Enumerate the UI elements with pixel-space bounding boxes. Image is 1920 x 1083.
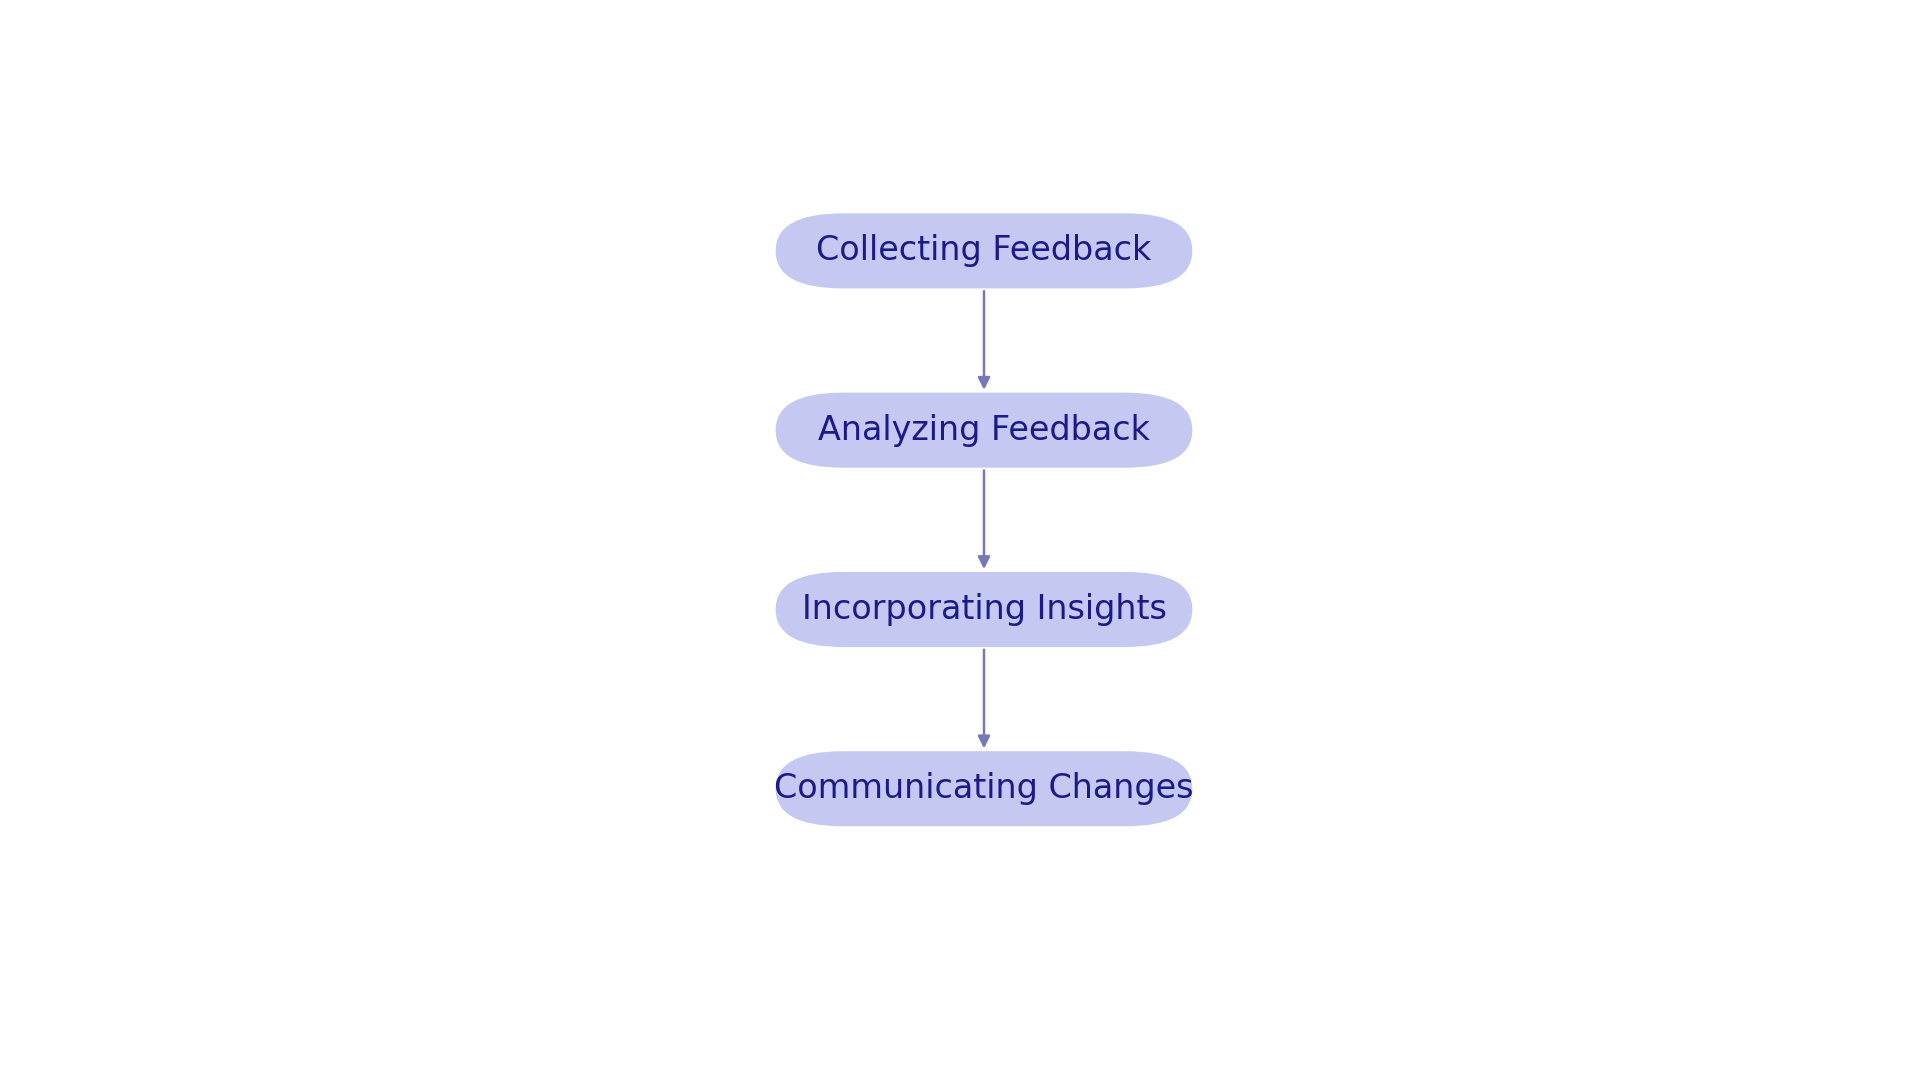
FancyBboxPatch shape — [776, 752, 1192, 826]
FancyBboxPatch shape — [776, 213, 1192, 288]
Text: Analyzing Feedback: Analyzing Feedback — [818, 414, 1150, 446]
Text: Communicating Changes: Communicating Changes — [774, 772, 1194, 806]
FancyBboxPatch shape — [776, 572, 1192, 647]
Text: Collecting Feedback: Collecting Feedback — [816, 234, 1152, 268]
Text: Incorporating Insights: Incorporating Insights — [801, 593, 1167, 626]
FancyBboxPatch shape — [776, 393, 1192, 468]
